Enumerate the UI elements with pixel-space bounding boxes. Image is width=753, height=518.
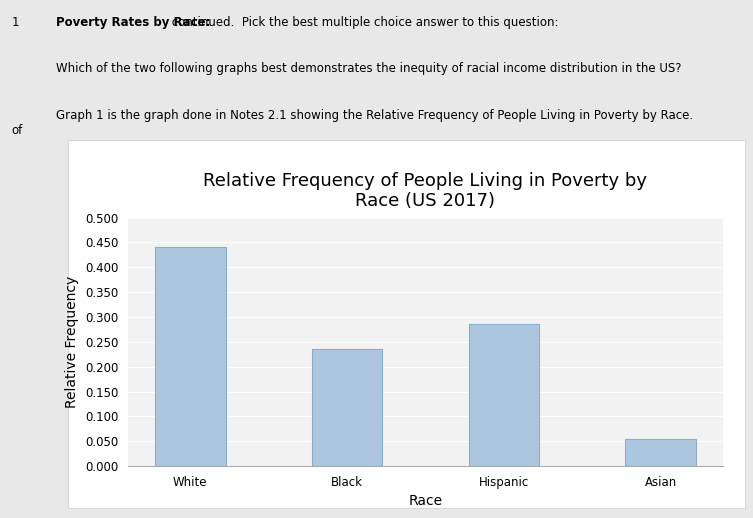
- Title: Relative Frequency of People Living in Poverty by
Race (US 2017): Relative Frequency of People Living in P…: [203, 171, 648, 210]
- Y-axis label: Relative Frequency: Relative Frequency: [66, 276, 79, 408]
- Text: Which of the two following graphs best demonstrates the inequity of racial incom: Which of the two following graphs best d…: [56, 62, 682, 75]
- Bar: [312, 349, 383, 466]
- Bar: [625, 439, 696, 466]
- X-axis label: Race: Race: [408, 495, 443, 509]
- Text: of: of: [11, 124, 23, 137]
- Bar: [468, 324, 539, 466]
- Text: Graph 1 is the graph done in Notes 2.1 showing the Relative Frequency of People : Graph 1 is the graph done in Notes 2.1 s…: [56, 109, 694, 122]
- Text: Poverty Rates by Race:: Poverty Rates by Race:: [56, 16, 211, 28]
- Text: 1: 1: [11, 16, 19, 28]
- Text: continued.  Pick the best multiple choice answer to this question:: continued. Pick the best multiple choice…: [168, 16, 559, 28]
- Bar: [155, 248, 226, 466]
